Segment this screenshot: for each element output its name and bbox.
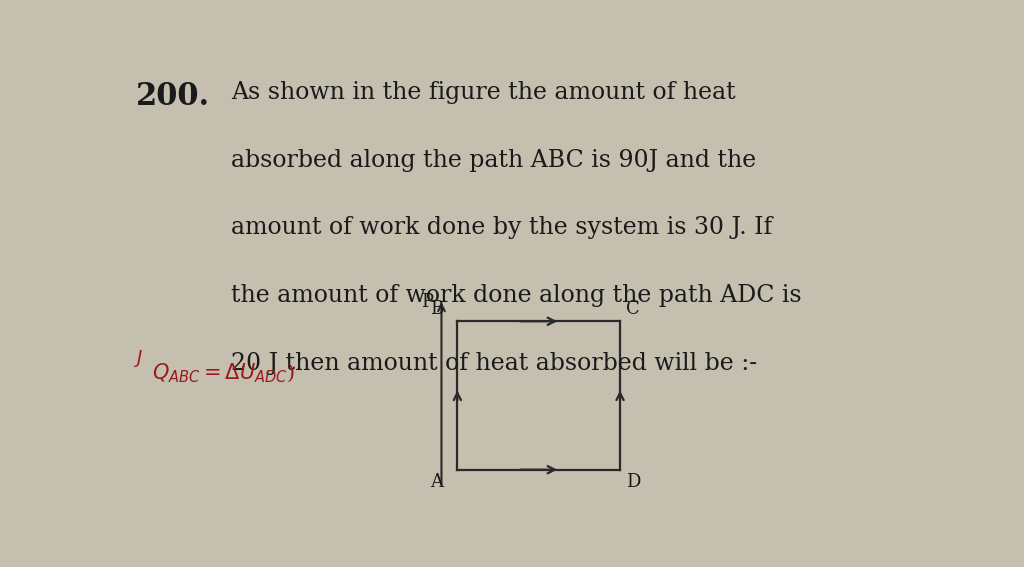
Text: amount of work done by the system is 30 J. If: amount of work done by the system is 30 …	[231, 217, 772, 239]
Text: $\mathit{Q_{ABC}=\Delta U_{ADC}}$): $\mathit{Q_{ABC}=\Delta U_{ADC}}$)	[152, 362, 295, 385]
Text: D: D	[626, 473, 640, 491]
Text: $\mathit{J}$: $\mathit{J}$	[134, 348, 143, 369]
Text: absorbed along the path ABC is 90J and the: absorbed along the path ABC is 90J and t…	[231, 149, 757, 172]
Text: As shown in the figure the amount of heat: As shown in the figure the amount of hea…	[231, 81, 736, 104]
Text: 20 J then amount of heat absorbed will be :-: 20 J then amount of heat absorbed will b…	[231, 352, 758, 375]
Text: 200.: 200.	[136, 81, 210, 112]
Text: C: C	[626, 300, 640, 318]
Text: B: B	[430, 300, 443, 318]
Text: the amount of work done along the path ADC is: the amount of work done along the path A…	[231, 284, 802, 307]
Text: P: P	[422, 293, 433, 311]
Text: A: A	[430, 473, 443, 491]
